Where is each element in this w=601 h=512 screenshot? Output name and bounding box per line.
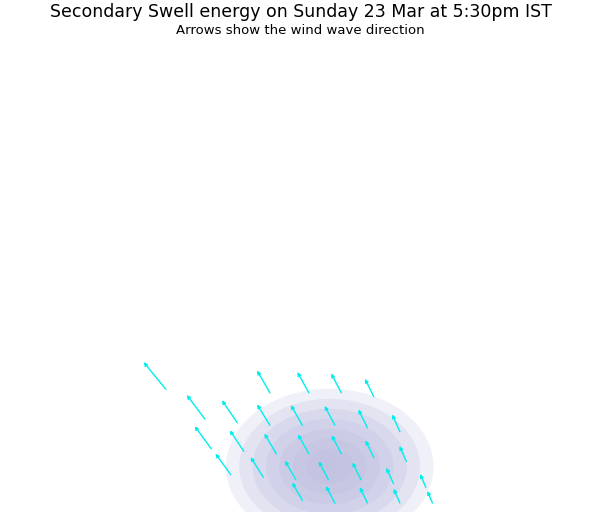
Text: Secondary Swell energy on Sunday 23 Mar at 5:30pm IST: Secondary Swell energy on Sunday 23 Mar … bbox=[49, 3, 552, 20]
Text: Arrows show the wind wave direction: Arrows show the wind wave direction bbox=[176, 24, 425, 37]
Ellipse shape bbox=[226, 389, 433, 512]
Ellipse shape bbox=[239, 399, 420, 512]
